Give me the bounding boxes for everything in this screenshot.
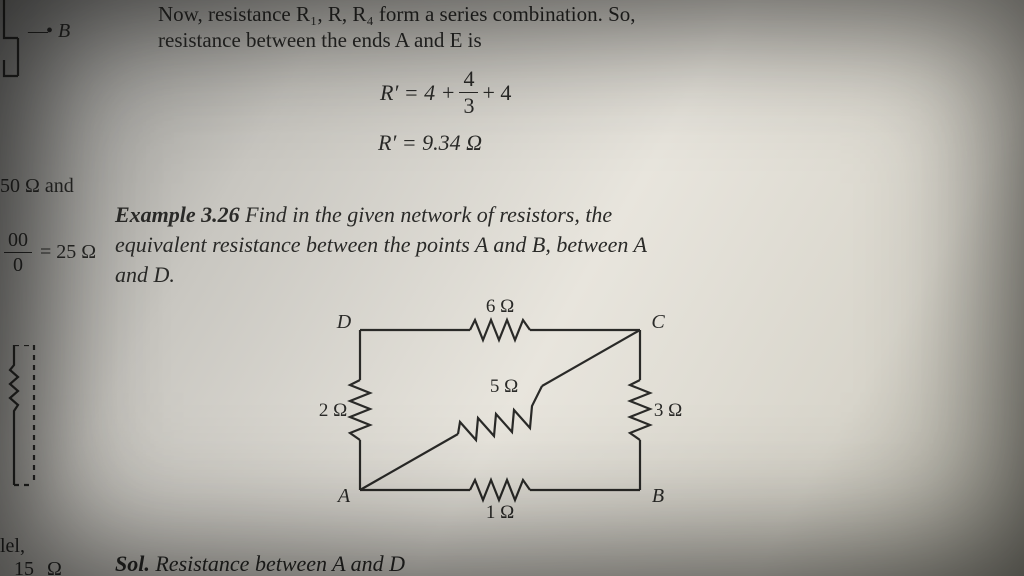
r-diag-label: 5 Ω — [490, 376, 518, 397]
main-circuit: 6 Ω 2 Ω 3 Ω 1 Ω 5 Ω D C A B — [300, 290, 720, 530]
r-top-label: 6 Ω — [486, 296, 514, 317]
margin-25-eq: = 25 Ω — [40, 241, 96, 264]
margin-15-frac: 15 — [8, 559, 40, 576]
eq1-frac: 4 3 — [459, 68, 478, 117]
r-bot-label: 1 Ω — [486, 502, 514, 523]
node-d: D — [336, 311, 352, 333]
eq2: R′ = 9.34 Ω — [378, 130, 482, 156]
left-edge-circuit-top — [0, 0, 60, 90]
example-l1: Find in the given network of resistors, … — [245, 202, 612, 227]
eq1-lhs: R′ = 4 + — [380, 80, 455, 106]
example-title: Example 3.26 — [115, 202, 240, 227]
r-left-label: 2 Ω — [319, 400, 347, 421]
top-line1: Now, resistance R₁, R, R₄ form a series … — [158, 2, 636, 27]
example-l2: equivalent resistance between the points… — [115, 232, 647, 258]
margin-15-suffix: Ω — [47, 558, 62, 576]
r-right-label: 3 Ω — [654, 400, 682, 421]
sol-prefix: Sol. — [115, 551, 150, 576]
top-line2: resistance between the ends A and E is — [158, 28, 482, 53]
left-edge-circuit-bot — [0, 345, 50, 515]
margin-fifty: 50 Ω and — [0, 175, 74, 198]
node-b: B — [652, 485, 664, 507]
margin-25-frac: 00 0 — [4, 230, 32, 275]
example-l3: and D. — [115, 262, 175, 288]
node-a: A — [336, 485, 351, 507]
margin-lel: lel, — [0, 535, 25, 558]
sol-text: Resistance between A and D — [155, 551, 405, 576]
node-c: C — [651, 311, 665, 333]
eq1-rhs: + 4 — [482, 80, 511, 106]
